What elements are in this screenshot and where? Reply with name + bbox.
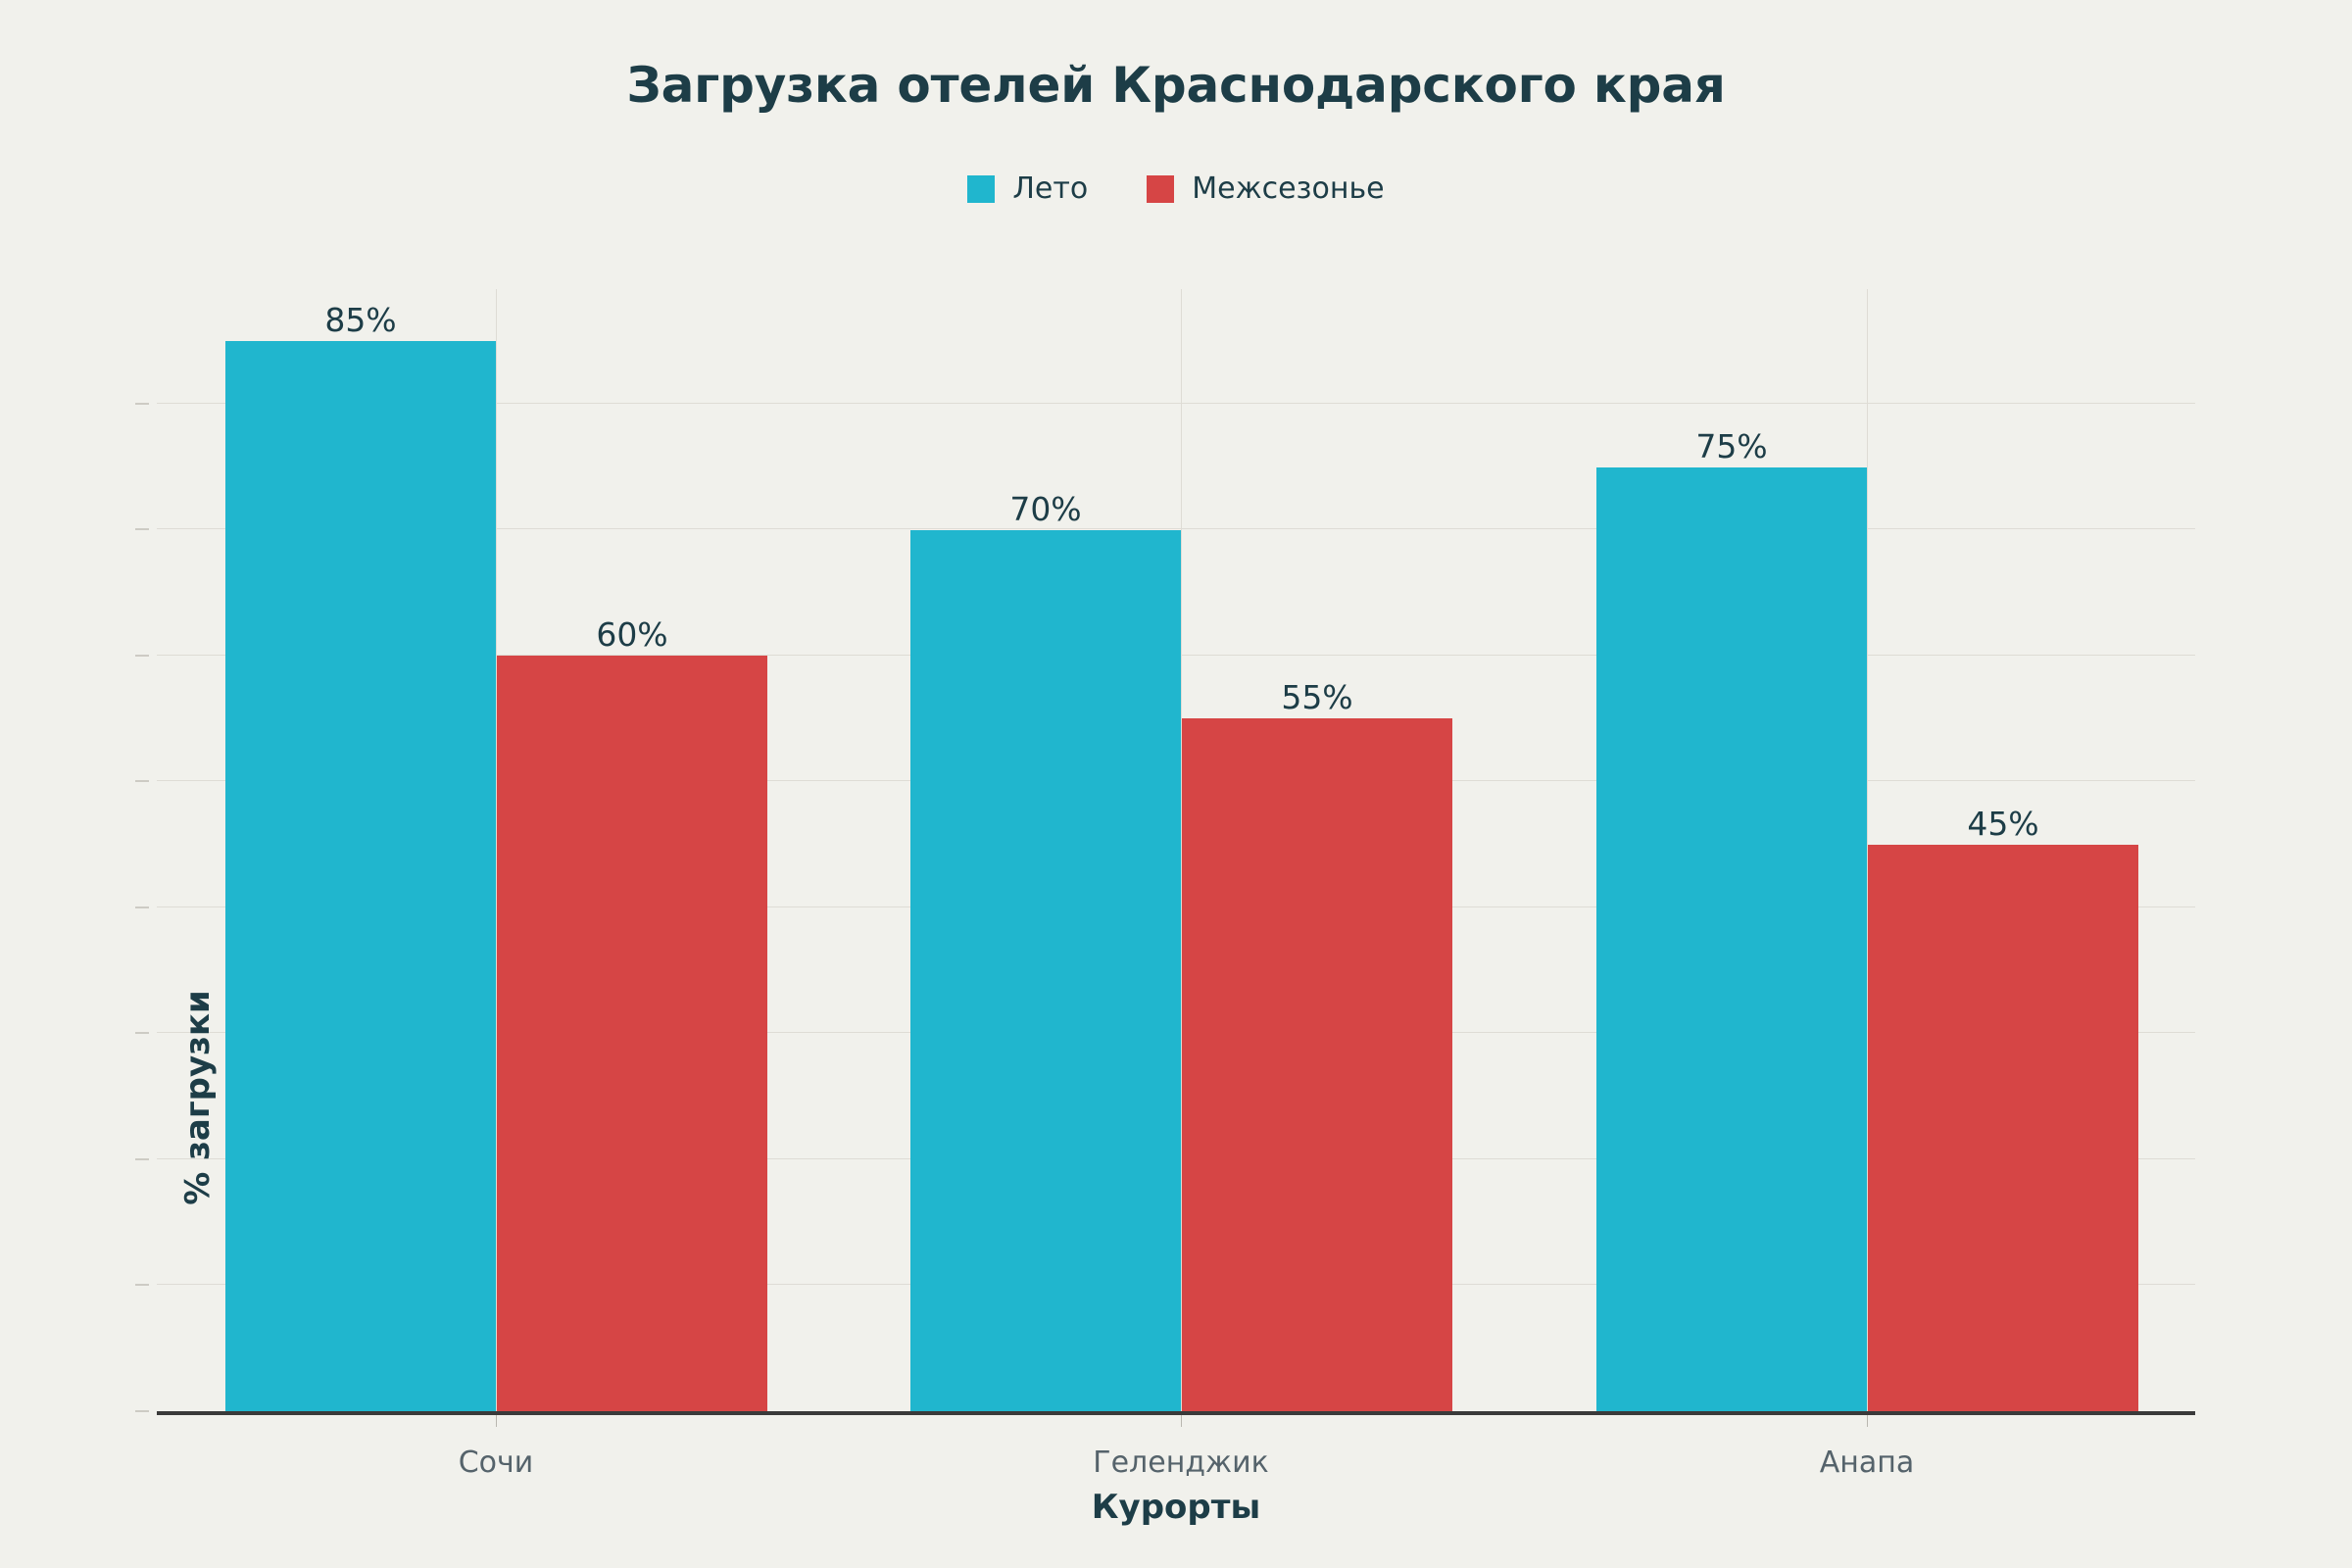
bar-label-summer-gelendzhik: 70%	[1009, 490, 1082, 528]
xtick-mark-anapa	[1867, 1415, 1868, 1427]
bar-label-offseason-anapa: 45%	[1967, 805, 2039, 843]
xtick-mark-sochi	[496, 1415, 497, 1427]
ytick-mark-60	[135, 655, 149, 657]
gridline-y-80	[157, 403, 2195, 404]
bar-label-offseason-gelendzhik: 55%	[1281, 678, 1353, 716]
ytick-mark-50	[135, 780, 149, 782]
ytick-mark-10	[135, 1284, 149, 1286]
bar-label-summer-sochi: 85%	[324, 301, 397, 339]
y-axis-title: % загрузки	[178, 990, 218, 1205]
gridline-x-1	[496, 289, 497, 1411]
x-axis-title: Курорты	[1091, 1488, 1261, 1527]
ytick-mark-0	[135, 1410, 149, 1412]
legend-swatch-summer-icon	[967, 175, 996, 203]
plot-area: 80 70 60 50 40 30 20 10 0 85% 60% 70% 55…	[135, 289, 2195, 1480]
bar-summer-sochi[interactable]	[225, 341, 496, 1411]
xtick-mark-gelendzhik	[1181, 1415, 1182, 1427]
bar-offseason-gelendzhik[interactable]	[1182, 718, 1452, 1411]
legend-item-offseason[interactable]: Межсезонье	[1147, 172, 1385, 206]
chart-legend: Лето Межсезонье	[0, 174, 2352, 204]
chart-title: Загрузка отелей Краснодарского края	[626, 57, 1726, 114]
bar-offseason-anapa[interactable]	[1868, 845, 2138, 1411]
x-axis-line	[157, 1411, 2195, 1415]
legend-label-offseason: Межсезонье	[1192, 172, 1385, 206]
ytick-mark-80	[135, 403, 149, 405]
xtick-label-sochi: Сочи	[458, 1446, 534, 1480]
bar-summer-gelendzhik[interactable]	[910, 530, 1181, 1411]
bar-summer-anapa[interactable]	[1596, 467, 1867, 1411]
bar-label-offseason-sochi: 60%	[596, 615, 668, 654]
ytick-mark-30	[135, 1032, 149, 1034]
legend-item-summer[interactable]: Лето	[967, 174, 1088, 204]
gridline-x-2	[1181, 289, 1182, 1411]
ytick-mark-70	[135, 528, 149, 530]
ytick-mark-40	[135, 906, 149, 908]
legend-label-summer: Лето	[1012, 172, 1089, 206]
ytick-mark-20	[135, 1158, 149, 1160]
xtick-label-gelendzhik: Геленджик	[1093, 1446, 1269, 1480]
gridline-y-70	[157, 528, 2195, 529]
legend-swatch-offseason-icon	[1147, 175, 1175, 203]
xtick-label-anapa: Анапа	[1819, 1446, 1915, 1480]
bar-label-summer-anapa: 75%	[1695, 427, 1768, 466]
gridline-x-3	[1867, 289, 1868, 1411]
bar-offseason-sochi[interactable]	[497, 656, 767, 1411]
